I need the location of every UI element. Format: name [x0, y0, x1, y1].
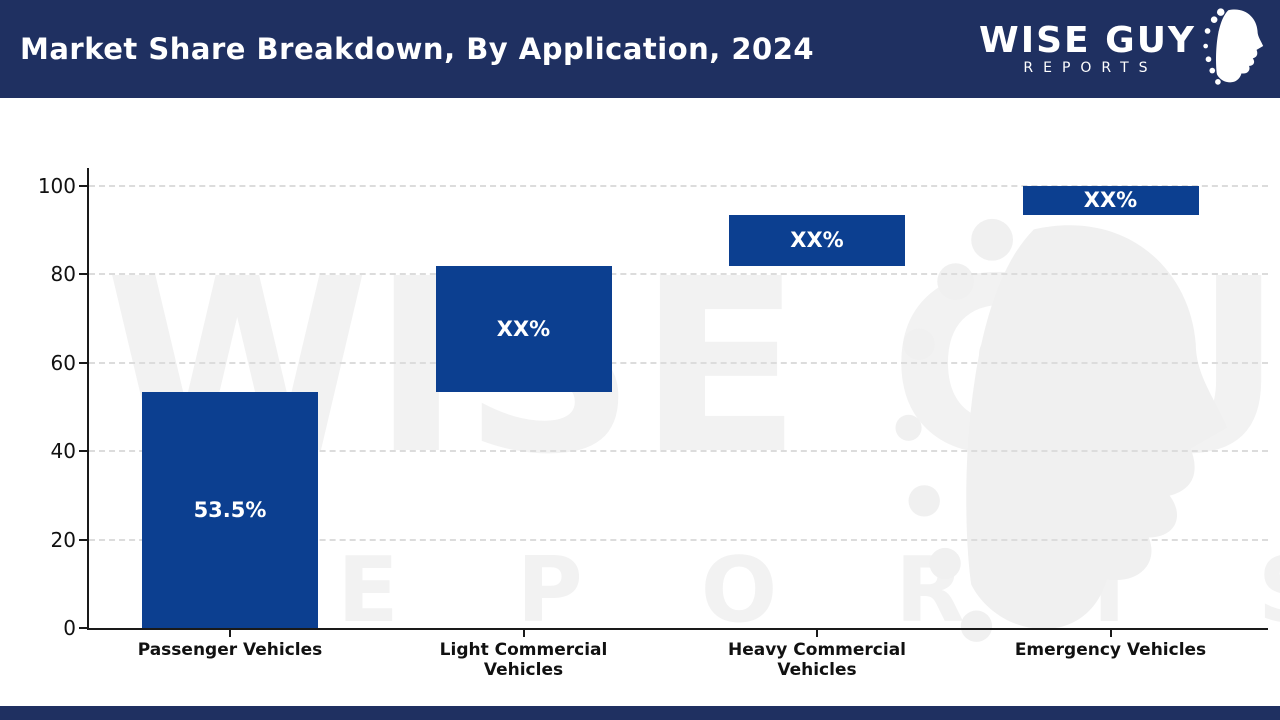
x-category-label: Light Commercial Vehicles [439, 640, 608, 680]
y-axis-tick [79, 450, 87, 453]
head-profile-icon [1200, 4, 1266, 94]
gridline [89, 538, 1268, 541]
y-tick-label: 40 [50, 439, 76, 464]
x-category-label: Heavy Commercial Vehicles [727, 640, 906, 680]
bar-value-label: XX% [1083, 188, 1138, 213]
y-tick-label: 60 [50, 350, 76, 375]
y-axis-tick [79, 185, 87, 187]
x-axis-line [87, 628, 1268, 630]
gridline [89, 361, 1268, 364]
gridline [89, 273, 1268, 276]
y-axis-tick [79, 538, 87, 541]
x-axis-tick [1109, 630, 1112, 637]
y-axis-tick [79, 627, 87, 629]
gridline [89, 185, 1268, 187]
gridline [89, 450, 1268, 453]
x-axis-tick [229, 630, 231, 637]
y-axis-tick [79, 361, 87, 364]
brand-logo: WISE GUY REPORTS [979, 4, 1280, 94]
footer-bar [0, 706, 1280, 720]
bar [729, 214, 905, 266]
bar-value-label: XX% [790, 228, 844, 253]
bar [435, 265, 612, 392]
watermark-head-icon [840, 198, 1280, 672]
y-tick-label: 0 [63, 616, 76, 640]
bar-value-label: 53.5% [193, 497, 267, 522]
x-category-label: Passenger Vehicles [137, 640, 323, 660]
bar [142, 391, 318, 628]
y-axis-line [87, 168, 89, 629]
x-axis-tick [816, 630, 818, 637]
y-axis-tick [79, 273, 87, 276]
x-axis-tick [522, 630, 525, 637]
bar [1022, 186, 1199, 215]
brand-logo-text: WISE GUY REPORTS [978, 20, 1196, 77]
y-tick-label: 20 [50, 527, 76, 552]
brand-subname: REPORTS [1023, 60, 1158, 76]
y-tick-label: 80 [50, 262, 76, 287]
header-bar: Market Share Breakdown, By Application, … [0, 0, 1280, 98]
chart-area: WISE GUY REPORTS 02040608010053.5%Passen… [0, 98, 1280, 706]
bar-value-label: XX% [496, 316, 551, 341]
brand-name: WISE GUY [978, 20, 1196, 61]
x-category-label: Emergency Vehicles [1014, 640, 1207, 660]
page-title: Market Share Breakdown, By Application, … [20, 32, 815, 66]
y-tick-label: 100 [37, 174, 76, 198]
